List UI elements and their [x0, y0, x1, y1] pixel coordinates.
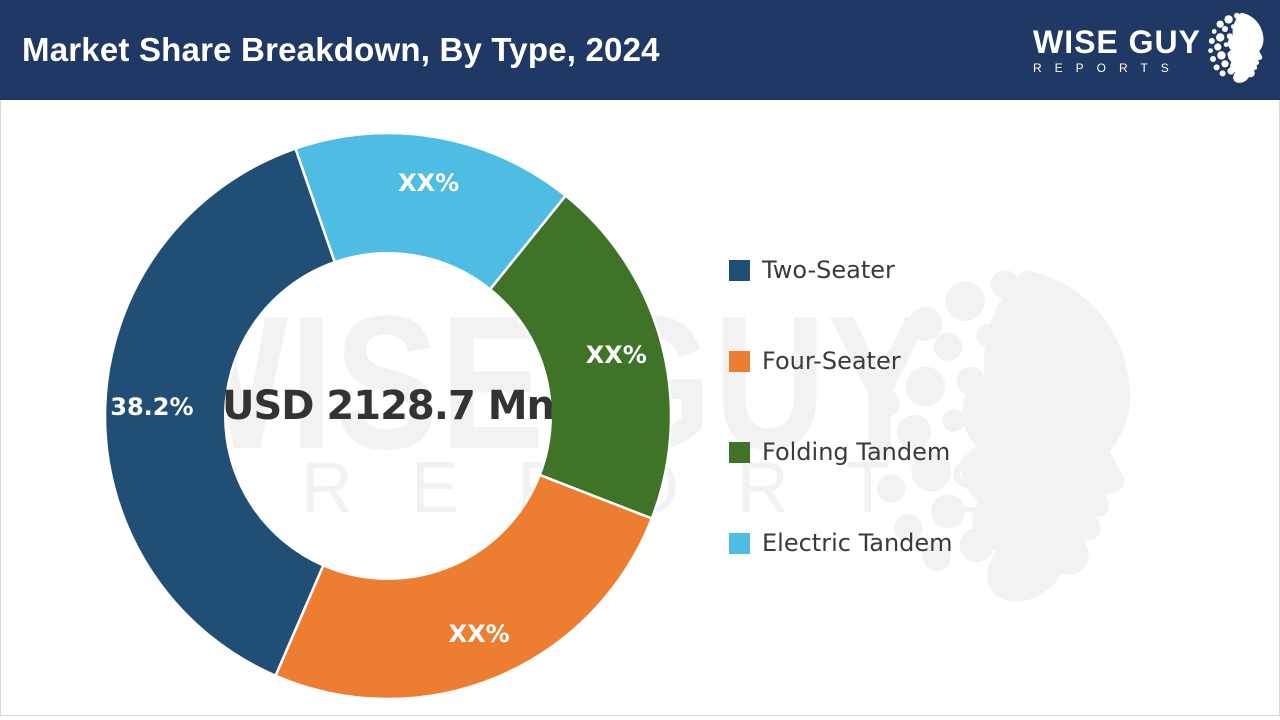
segment-label: XX% [449, 620, 510, 648]
donut-chart: 38.2% XX% XX% XX% [103, 131, 673, 701]
header-bar: Market Share Breakdown, By Type, 2024 WI… [0, 0, 1280, 100]
donut-svg: 38.2% XX% XX% XX% [103, 131, 673, 701]
legend-item-electric-tandem: Electric Tandem [729, 528, 953, 558]
chart-segment-two-seater [103, 146, 337, 678]
brand-text: WISE GUY REPORTS [1033, 26, 1201, 74]
legend: Two-Seater Four-Seater Folding Tandem Elect… [729, 255, 953, 558]
legend-swatch [729, 259, 750, 281]
segment-label: 38.2% [110, 393, 193, 421]
chart-segment-electric-tandem [293, 131, 568, 292]
segment-label: XX% [586, 341, 647, 369]
brand-tagline: REPORTS [1032, 61, 1182, 75]
center-value-label: USD 2128.7 Mn [222, 383, 555, 429]
legend-swatch [729, 532, 750, 554]
legend-item-two-seater: Two-Seater [729, 255, 953, 285]
legend-swatch [729, 441, 750, 463]
legend-item-four-seater: Four-Seater [729, 346, 953, 376]
legend-label: Electric Tandem [762, 529, 953, 557]
legend-item-folding-tandem: Folding Tandem [729, 437, 953, 467]
legend-label: Folding Tandem [762, 438, 951, 466]
legend-label: Two-Seater [762, 256, 895, 284]
brand-logo: WISE GUY REPORTS [1033, 9, 1273, 91]
wiseguy-face-icon [1207, 9, 1273, 91]
chart-canvas: WISE GUY REPORTS 38.2% XX% XX% XX% USD 2128… [0, 100, 1280, 716]
segment-label: XX% [398, 169, 459, 197]
chart-segment-folding-tandem [488, 193, 673, 521]
chart-segment-four-seater [273, 473, 654, 701]
legend-label: Four-Seater [762, 347, 901, 375]
brand-name: WISE GUY [1032, 24, 1201, 60]
legend-swatch [729, 350, 750, 372]
page-title: Market Share Breakdown, By Type, 2024 [22, 31, 660, 68]
